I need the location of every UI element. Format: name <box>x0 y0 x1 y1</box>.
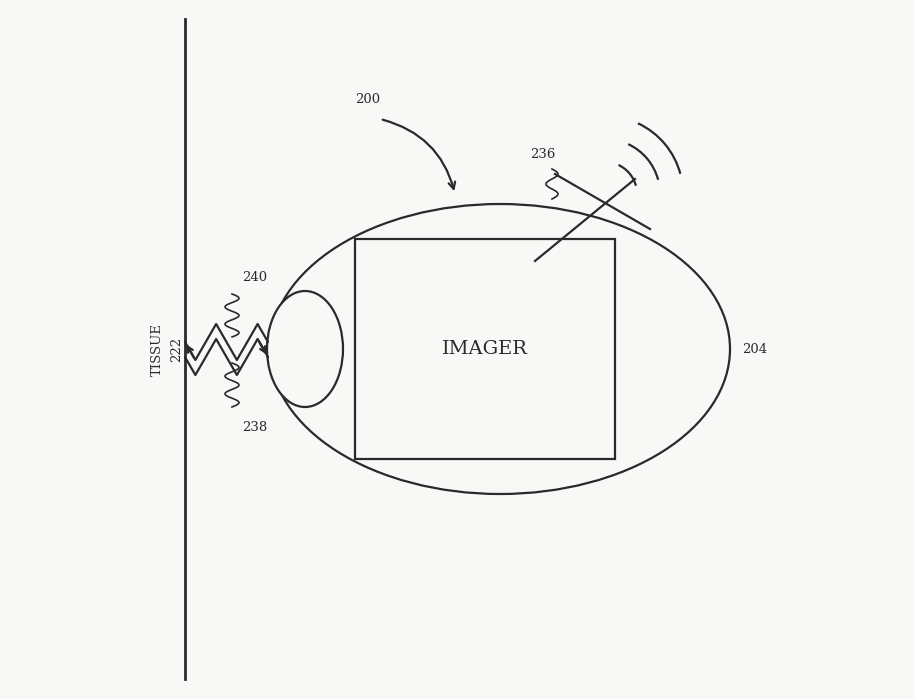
Ellipse shape <box>270 204 730 494</box>
Text: 240: 240 <box>242 271 267 284</box>
Text: IMAGER: IMAGER <box>442 340 528 358</box>
Text: 222: 222 <box>171 336 184 361</box>
Text: 238: 238 <box>242 421 267 434</box>
Text: 204: 204 <box>742 343 767 356</box>
Text: 236: 236 <box>530 148 556 161</box>
Text: TISSUE: TISSUE <box>151 322 164 375</box>
Ellipse shape <box>267 291 343 407</box>
Text: 200: 200 <box>355 92 380 106</box>
Bar <box>355 239 615 459</box>
